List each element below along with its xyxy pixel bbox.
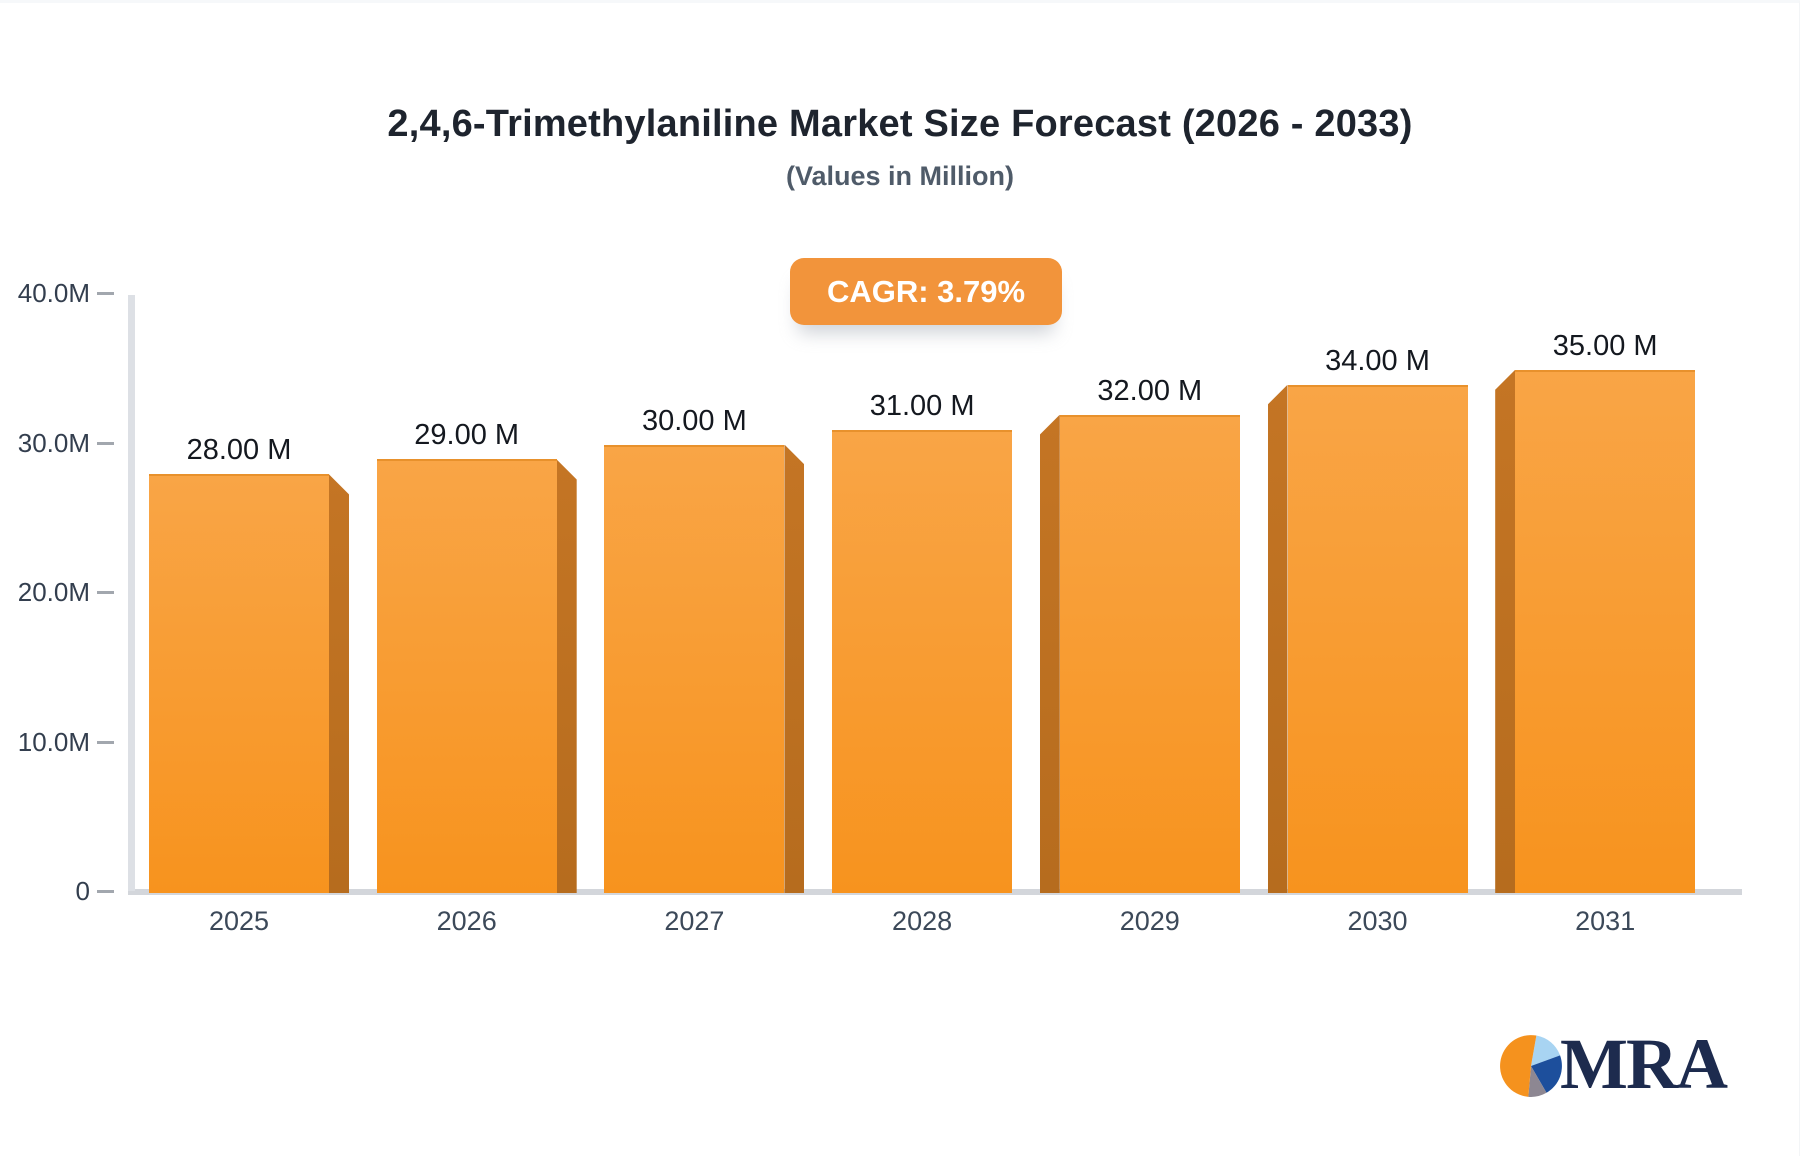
y-tick-mark (97, 441, 114, 445)
mra-logo-text: MRA (1560, 1024, 1728, 1104)
bar-3d-side (1267, 384, 1288, 893)
x-axis-category-label: 2027 (664, 906, 725, 936)
y-tick-label: 40.0M (17, 278, 90, 308)
bar-value-label: 35.00 M (1552, 329, 1658, 362)
bar-2027 (604, 444, 785, 893)
bar-2025 (149, 474, 329, 893)
bar-value-label: 31.00 M (869, 389, 975, 422)
y-tick-label: 20.0M (17, 577, 90, 607)
y-tick-mark (97, 890, 114, 893)
bar-value-label: 28.00 M (186, 434, 292, 467)
x-axis-category-label: 2030 (1347, 906, 1408, 936)
y-tick-mark (97, 591, 114, 594)
bar-2028 (832, 429, 1013, 893)
bar-3d-side (1039, 414, 1060, 893)
bar-2029 (1059, 414, 1240, 893)
chart-subtitle: (Values in Million) (785, 161, 1015, 191)
bar-value-label: 30.00 M (641, 404, 747, 437)
y-tick-label: 0 (75, 876, 90, 906)
x-axis-category-label: 2025 (208, 906, 270, 936)
bar-3d-side (1495, 369, 1516, 893)
x-axis-category-label: 2029 (1119, 906, 1180, 936)
bar-2026 (376, 459, 557, 893)
y-tick-label: 10.0M (17, 726, 90, 757)
bar-value-label: 29.00 M (414, 419, 520, 452)
y-tick-mark (97, 740, 114, 744)
chart-title: 2,4,6-Trimethylaniline Market Size Forec… (387, 103, 1413, 145)
y-axis-line (128, 295, 135, 891)
mra-logo: MRA (1498, 1025, 1778, 1109)
bar-3d-side (329, 474, 349, 893)
y-tick-label: 30.0M (17, 427, 90, 458)
x-axis-category-label: 2026 (436, 906, 497, 936)
y-tick-mark (97, 292, 114, 295)
bar-value-label: 34.00 M (1325, 344, 1430, 377)
x-axis-category-label: 2028 (892, 906, 953, 936)
x-axis-category-label: 2031 (1575, 906, 1636, 936)
bar-3d-side (556, 459, 577, 893)
bar-2031 (1515, 369, 1696, 893)
bar-3d-side (784, 444, 805, 893)
pie-chart-icon (1500, 1035, 1562, 1097)
bar-2030 (1287, 384, 1468, 893)
cagr-badge: CAGR: 3.79% (790, 258, 1062, 325)
bar-value-label: 32.00 M (1097, 374, 1203, 407)
